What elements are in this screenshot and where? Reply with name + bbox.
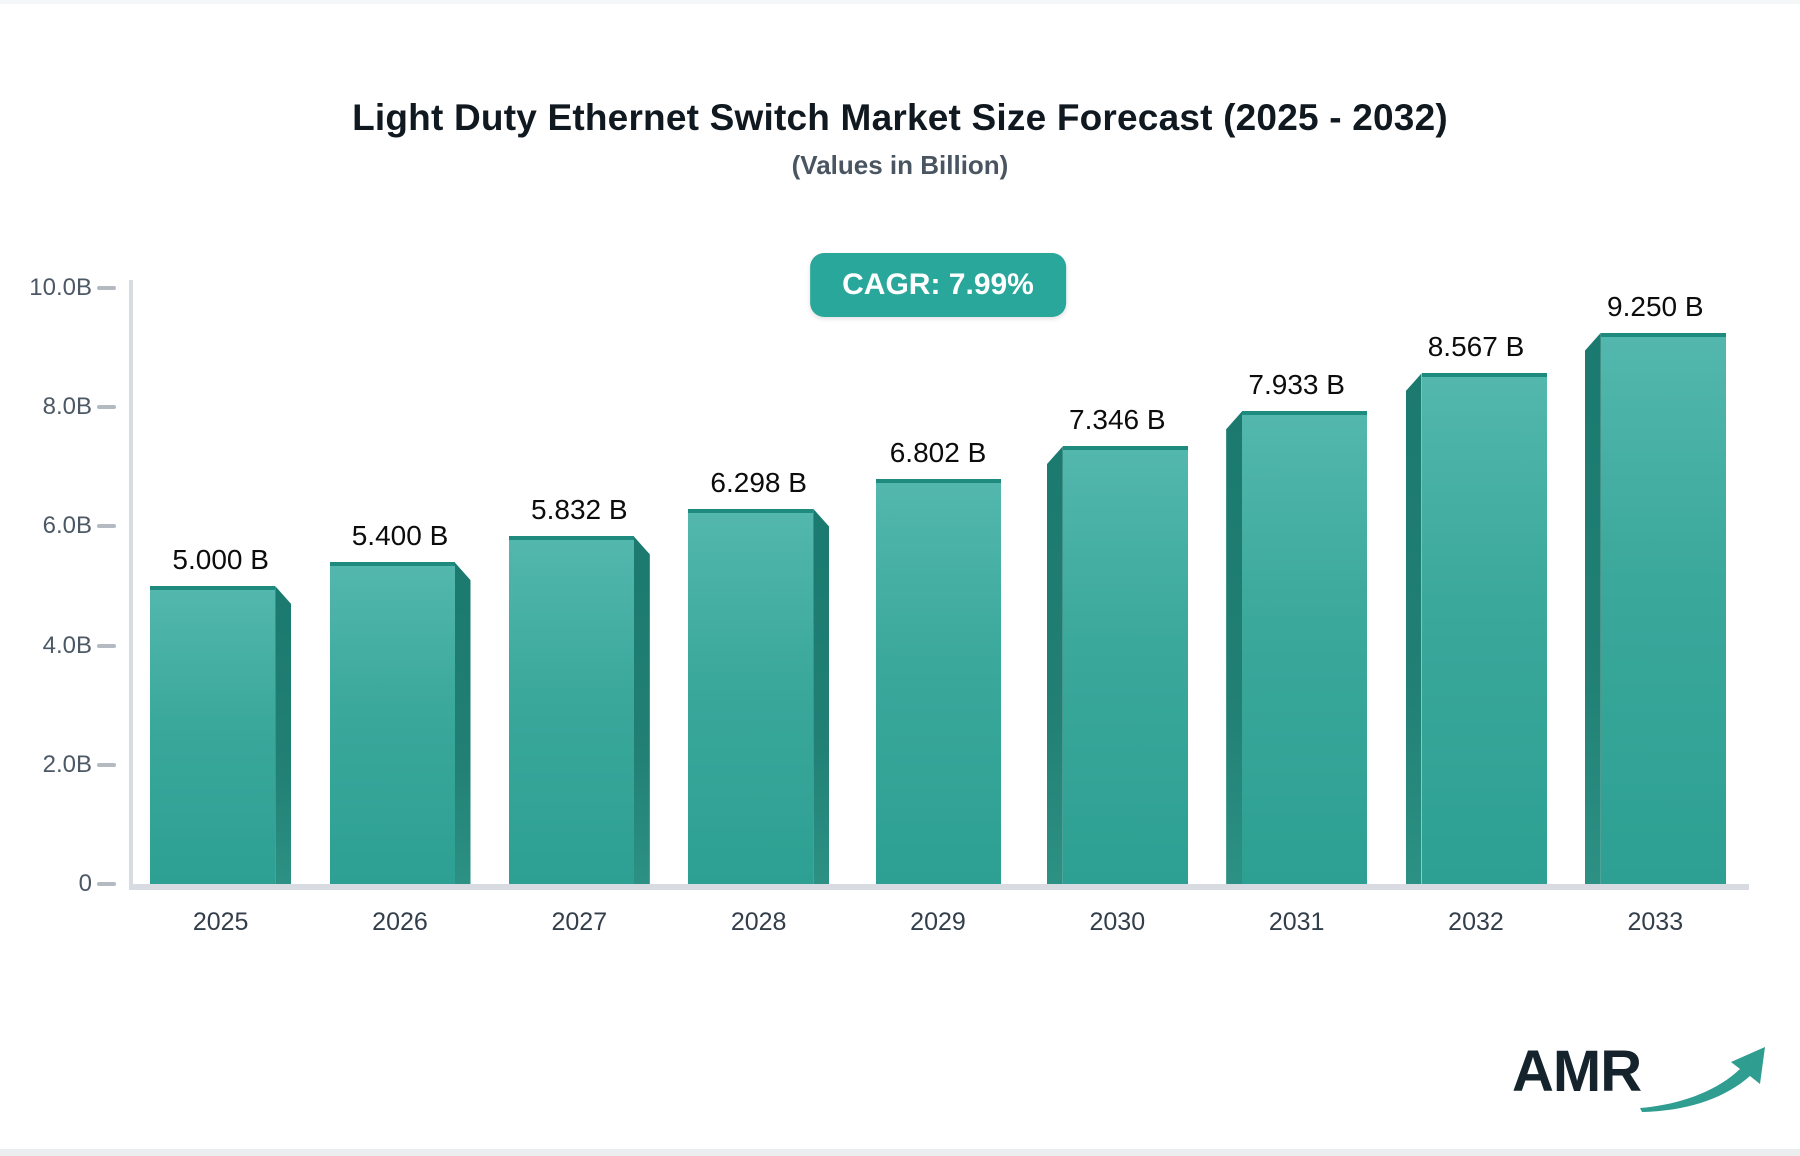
y-axis-tick-mark xyxy=(97,286,116,290)
bar-side-face xyxy=(275,586,292,884)
bar-2032 xyxy=(1421,373,1547,884)
bar-side-face xyxy=(633,536,650,884)
bar-2026 xyxy=(329,562,455,884)
bar-value-label: 8.567 B xyxy=(1427,331,1525,363)
bar-side-face xyxy=(1226,411,1243,884)
y-axis-tick-label: 6.0B xyxy=(42,512,92,540)
plot-area: 10.0B 8.0B 6.0B 4.0B 2.0B 0 5.000 B 5.400 B 5.8… xyxy=(29,274,1749,936)
bar-value-label: 5.000 B xyxy=(172,544,269,575)
y-axis-tick-label: 0 xyxy=(78,870,92,897)
bar-2029 xyxy=(875,478,1001,884)
bar-side-face xyxy=(1405,373,1422,884)
bar-2030 xyxy=(1062,446,1188,884)
bar-value-label: 9.250 B xyxy=(1607,290,1704,322)
bar-2033 xyxy=(1600,332,1726,884)
bar-value-label: 6.802 B xyxy=(889,436,987,468)
bar-value-label: 6.298 B xyxy=(710,466,807,498)
x-axis-baseline xyxy=(129,884,1749,890)
bar-side-face xyxy=(1584,332,1601,884)
y-axis-tick-mark xyxy=(97,405,116,410)
chart-title: Light Duty Ethernet Switch Market Size F… xyxy=(352,97,1448,138)
bar-2025 xyxy=(150,586,276,884)
bar-value-label: 5.400 B xyxy=(351,520,449,552)
y-axis-tick-mark xyxy=(97,524,116,529)
y-axis-tick-mark xyxy=(97,643,116,648)
logo-text: AMR xyxy=(1512,1039,1642,1104)
x-axis-label: 2029 xyxy=(910,908,966,936)
y-axis-line xyxy=(129,280,133,890)
bottom-edge-strip xyxy=(0,1149,1800,1156)
growth-arrow-icon xyxy=(1640,1047,1765,1112)
bar-side-face xyxy=(454,562,471,884)
y-axis-tick-label: 10.0B xyxy=(29,274,92,301)
bar-value-label: 7.933 B xyxy=(1248,369,1345,401)
x-axis-label: 2025 xyxy=(192,908,249,936)
x-axis-label: 2026 xyxy=(372,908,428,936)
cagr-badge: CAGR: 7.99% xyxy=(810,253,1066,317)
y-axis-tick-mark xyxy=(97,762,116,767)
bar-value-label: 5.832 B xyxy=(531,494,628,526)
top-edge-strip xyxy=(0,0,1800,4)
bar-side-face xyxy=(1046,446,1063,884)
y-axis-tick-label: 8.0B xyxy=(42,393,92,421)
x-axis-label: 2033 xyxy=(1627,908,1684,936)
x-axis-label: 2027 xyxy=(551,908,608,936)
y-axis-tick-label: 4.0B xyxy=(42,631,92,659)
chart-subtitle: (Values in Billion) xyxy=(791,150,1009,180)
bar-2031 xyxy=(1242,411,1368,884)
bar-2027 xyxy=(508,536,634,884)
y-axis-tick-label: 2.0B xyxy=(42,750,92,778)
bar-2028 xyxy=(688,508,814,884)
x-axis-label: 2030 xyxy=(1089,908,1146,936)
x-axis-label: 2031 xyxy=(1268,908,1325,936)
y-axis-tick-mark xyxy=(97,882,116,886)
bar-side-face xyxy=(813,508,830,884)
x-axis-label: 2032 xyxy=(1448,908,1504,936)
amr-logo: AMR xyxy=(1512,1038,1772,1118)
bar-value-label: 7.346 B xyxy=(1069,404,1166,436)
x-axis-label: 2028 xyxy=(730,908,787,936)
